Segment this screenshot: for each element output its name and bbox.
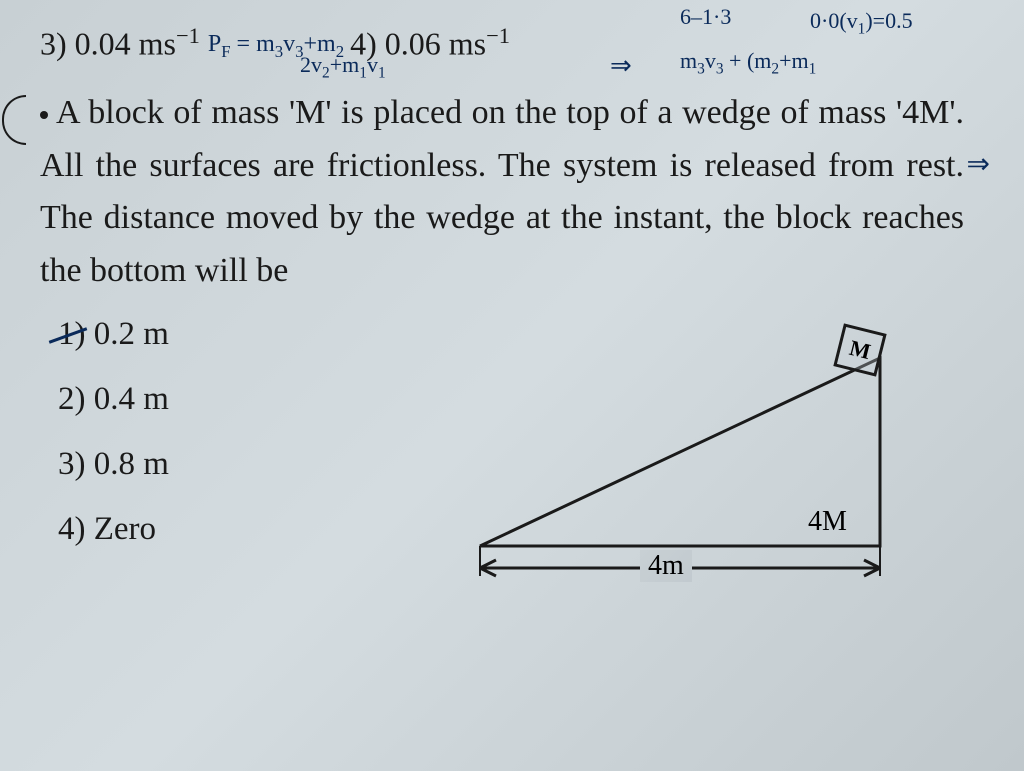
- prev-opt3-val: 0.04 ms: [75, 26, 176, 62]
- bullet-icon: [40, 111, 48, 119]
- option-1: 1) 0.2 m: [40, 316, 420, 353]
- q-line1: A block of mass 'M' is placed on the top…: [56, 94, 673, 131]
- handwriting-top-right-2: 0·0(v1)=0.5: [810, 6, 913, 40]
- prev-opt3-sup: −1: [176, 23, 200, 48]
- option-2-num: 2): [58, 381, 86, 417]
- option-2-val: 0.4 m: [94, 381, 169, 417]
- page-container: 3) 0.04 ms−1 PF = m3v3+m2 4) 0.06 ms−1 6…: [0, 0, 1024, 771]
- options-area: 1) 0.2 m 2) 0.4 m 3) 0.8 m 4) Zero: [40, 316, 984, 606]
- prev-options-line: 3) 0.04 ms−1 PF = m3v3+m2 4) 0.06 ms−1 6…: [40, 20, 984, 67]
- base-dimension-label: 4m: [640, 550, 692, 582]
- option-1-val: 0.2 m: [94, 316, 169, 352]
- handwriting-top-right-1: 6–1·3: [680, 2, 731, 33]
- prev-opt4-val: 0.06 ms: [385, 26, 486, 62]
- question-text: A block of mass 'M' is placed on the top…: [40, 87, 984, 298]
- wedge-diagram: M 4M 4m: [420, 346, 984, 606]
- q-line3: frictionless. The system is released fro…: [327, 147, 964, 184]
- prev-opt3-num: 3): [40, 26, 67, 62]
- option-2: 2) 0.4 m: [40, 381, 420, 418]
- wedge-mass-label: 4M: [808, 506, 847, 538]
- block-m-label: M: [847, 335, 873, 365]
- option-1-num: 1): [58, 316, 86, 352]
- option-3-val: 0.8 m: [94, 446, 169, 482]
- handwriting-eq2: 2v2+m1v1: [300, 50, 386, 84]
- handwriting-eq5: m3v3 + (m2+m1: [680, 46, 816, 80]
- handwriting-arrow1: ⇒: [610, 48, 632, 84]
- options-list: 1) 0.2 m 2) 0.4 m 3) 0.8 m 4) Zero: [40, 316, 420, 576]
- q-line4: The distance moved by the wedge at the: [40, 199, 603, 236]
- question-bracket: [2, 95, 26, 145]
- handwriting-arrow2: ⇒: [967, 143, 990, 186]
- option-3-num: 3): [58, 446, 86, 482]
- option-4-val: Zero: [94, 511, 156, 547]
- option-4-num: 4): [58, 511, 86, 547]
- option-3: 3) 0.8 m: [40, 446, 420, 483]
- prev-opt4-sup: −1: [486, 23, 510, 48]
- triangle-svg: [460, 346, 960, 606]
- option-4: 4) Zero: [40, 511, 420, 548]
